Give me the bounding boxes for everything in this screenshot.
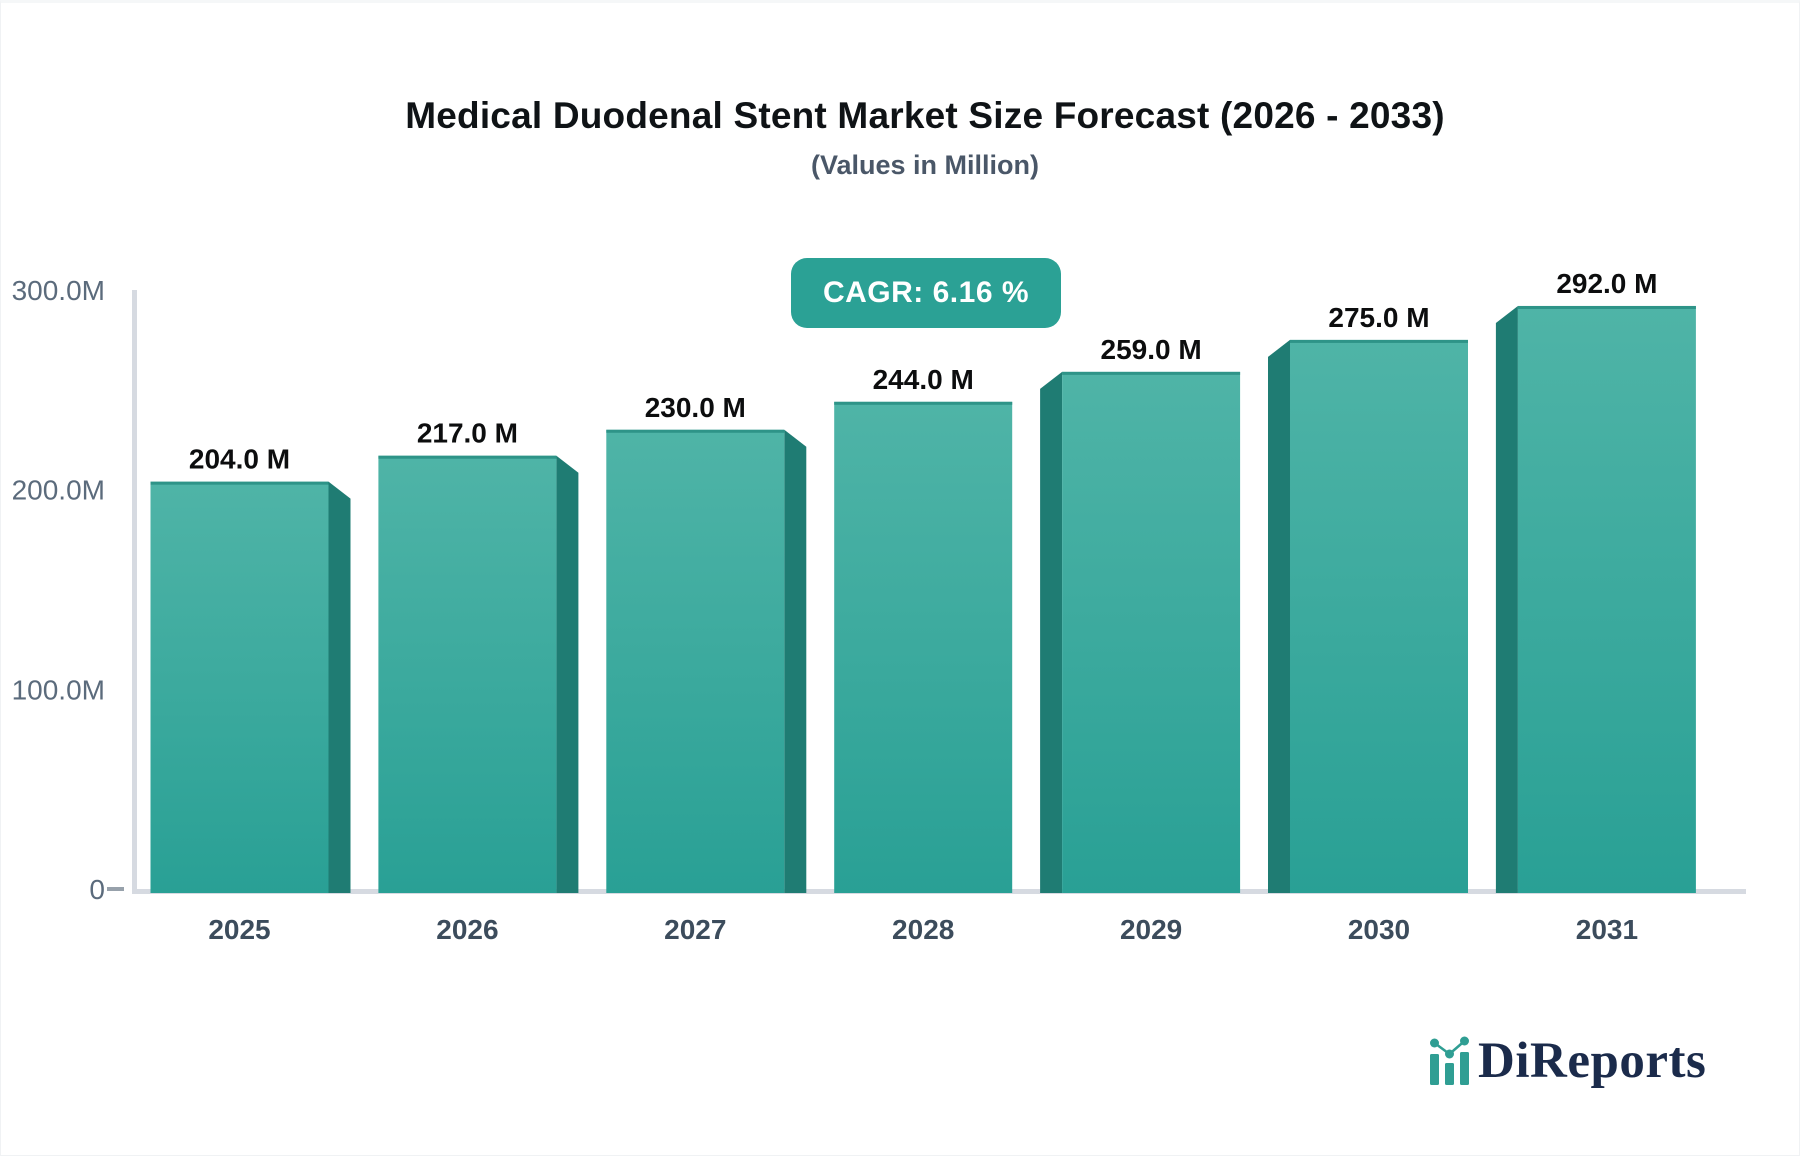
- y-axis-tick-label: 100.0M: [12, 674, 105, 705]
- bar-side-face: [1268, 339, 1290, 894]
- bar-top-edge: [1517, 305, 1696, 309]
- bar-value-label: 217.0 M: [417, 418, 518, 449]
- x-axis-tick-label: 2028: [892, 914, 954, 945]
- x-axis-tick-label: 2026: [436, 914, 498, 945]
- bar-2027: [606, 429, 785, 893]
- bar-top-edge: [378, 455, 557, 459]
- bar-side-face: [1495, 305, 1518, 893]
- x-axis-tick-label: 2030: [1348, 914, 1410, 945]
- y-axis-tick-label: 200.0M: [12, 475, 105, 506]
- bar-side-face: [556, 455, 579, 893]
- bar-2030: [1290, 339, 1468, 894]
- bar-top-edge: [150, 481, 329, 485]
- bar-value-label: 204.0 M: [189, 444, 290, 475]
- direports-logo-text: DiReports: [1478, 1033, 1707, 1089]
- x-axis-tick-label: 2031: [1576, 914, 1638, 945]
- bar-chart: 300.0M 200.0M 100.0M 0 204.0 M 2025 217.0 M 202…: [12, 268, 1746, 945]
- bar-top-edge: [1290, 339, 1468, 343]
- watermark-logo: DiReports: [1429, 1033, 1707, 1089]
- bar-value-label: 244.0 M: [873, 364, 974, 395]
- x-axis-tick-label: 2029: [1120, 914, 1182, 945]
- x-axis-tick-label: 2027: [664, 914, 726, 945]
- bar-2025: [150, 481, 329, 893]
- bar-2029: [1062, 371, 1241, 893]
- bar-value-label: 230.0 M: [645, 392, 746, 423]
- bar-value-label: 275.0 M: [1328, 302, 1429, 333]
- bar-top-edge: [606, 429, 785, 433]
- bar-top-edge: [834, 401, 1013, 405]
- mini-bar-line-chart-icon: [1430, 1036, 1469, 1085]
- bar-2028: [834, 401, 1013, 893]
- bar-top-edge: [1062, 371, 1241, 375]
- bar-2026: [378, 455, 557, 893]
- bar-2031: [1517, 305, 1696, 893]
- bar-side-face: [1040, 371, 1063, 893]
- y-axis-tick-label: 0: [89, 874, 105, 905]
- bar-side-face: [784, 429, 807, 893]
- chart-subtitle: (Values in Million): [810, 150, 1040, 180]
- y-axis-line: [132, 290, 137, 894]
- bar-value-label: 259.0 M: [1101, 334, 1202, 365]
- chart-title: Medical Duodenal Stent Market Size Forec…: [405, 95, 1445, 136]
- y-axis-tick-label: 300.0M: [12, 275, 105, 306]
- chart-header: Medical Duodenal Stent Market Size Forec…: [51, 95, 1799, 181]
- cagr-badge: CAGR: 6.16 %: [791, 258, 1061, 328]
- bar-side-face: [328, 481, 351, 893]
- bar-value-label: 292.0 M: [1556, 268, 1657, 299]
- x-axis-tick-label: 2025: [208, 914, 270, 945]
- zero-tick-mark: [107, 887, 124, 891]
